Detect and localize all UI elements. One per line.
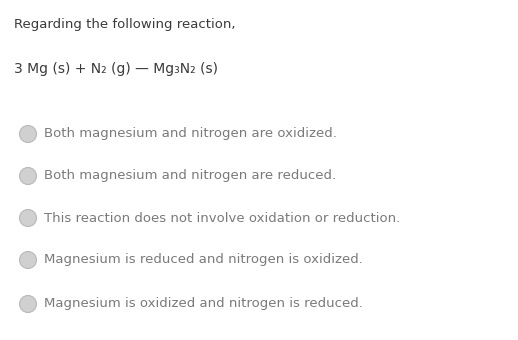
Text: Regarding the following reaction,: Regarding the following reaction,	[14, 18, 236, 31]
Circle shape	[20, 295, 36, 312]
Text: Magnesium is reduced and nitrogen is oxidized.: Magnesium is reduced and nitrogen is oxi…	[45, 254, 363, 267]
Text: Both magnesium and nitrogen are reduced.: Both magnesium and nitrogen are reduced.	[45, 170, 337, 183]
Text: Both magnesium and nitrogen are oxidized.: Both magnesium and nitrogen are oxidized…	[45, 128, 337, 140]
Circle shape	[20, 125, 36, 142]
Text: This reaction does not involve oxidation or reduction.: This reaction does not involve oxidation…	[45, 211, 401, 224]
Text: Magnesium is oxidized and nitrogen is reduced.: Magnesium is oxidized and nitrogen is re…	[45, 298, 363, 310]
Text: 3 Mg (s) + N₂ (g) — Mg₃N₂ (s): 3 Mg (s) + N₂ (g) — Mg₃N₂ (s)	[14, 62, 218, 76]
Circle shape	[20, 168, 36, 185]
Circle shape	[20, 209, 36, 226]
Circle shape	[20, 252, 36, 269]
